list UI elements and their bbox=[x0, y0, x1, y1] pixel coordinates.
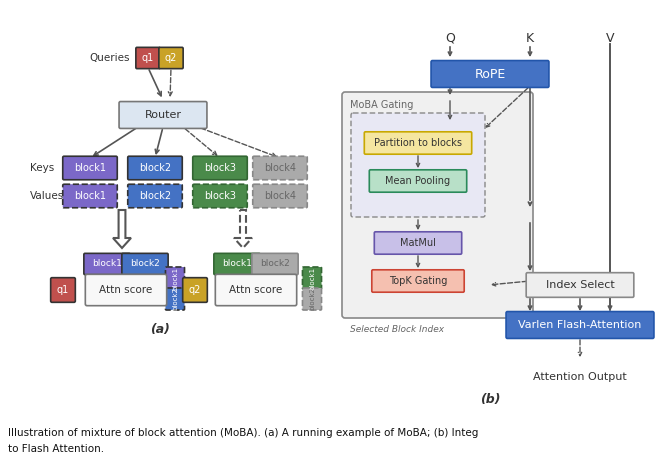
FancyBboxPatch shape bbox=[128, 184, 182, 208]
Text: q2: q2 bbox=[189, 285, 201, 295]
FancyBboxPatch shape bbox=[193, 184, 248, 208]
Text: Q: Q bbox=[445, 31, 455, 45]
FancyBboxPatch shape bbox=[122, 253, 168, 274]
FancyBboxPatch shape bbox=[119, 102, 207, 128]
Text: block1: block1 bbox=[92, 259, 122, 268]
Polygon shape bbox=[113, 210, 131, 248]
Text: Mean Pooling: Mean Pooling bbox=[385, 176, 451, 186]
FancyBboxPatch shape bbox=[372, 270, 464, 292]
FancyBboxPatch shape bbox=[374, 232, 462, 254]
Text: block1: block1 bbox=[74, 191, 106, 201]
FancyBboxPatch shape bbox=[351, 113, 485, 217]
Text: block1: block1 bbox=[74, 163, 106, 173]
Text: TopK Gating: TopK Gating bbox=[389, 276, 447, 286]
Text: K: K bbox=[526, 31, 534, 45]
Text: Illustration of mixture of block attention (MoBA). (a) A running example of MoBA: Illustration of mixture of block attenti… bbox=[8, 428, 478, 438]
FancyBboxPatch shape bbox=[85, 274, 167, 306]
FancyBboxPatch shape bbox=[166, 267, 185, 289]
FancyBboxPatch shape bbox=[364, 132, 472, 154]
Text: block2: block2 bbox=[260, 259, 290, 268]
Text: block2: block2 bbox=[172, 288, 178, 311]
Text: block4: block4 bbox=[264, 191, 296, 201]
Polygon shape bbox=[234, 210, 252, 248]
Text: block3: block3 bbox=[204, 163, 236, 173]
FancyBboxPatch shape bbox=[51, 278, 75, 302]
FancyBboxPatch shape bbox=[84, 253, 130, 274]
Text: block4: block4 bbox=[264, 163, 296, 173]
Text: q2: q2 bbox=[165, 53, 177, 63]
FancyBboxPatch shape bbox=[526, 273, 634, 298]
Text: V: V bbox=[606, 31, 614, 45]
Text: to Flash Attention.: to Flash Attention. bbox=[8, 444, 104, 454]
Text: Keys: Keys bbox=[30, 163, 54, 173]
Text: block2: block2 bbox=[139, 163, 171, 173]
FancyBboxPatch shape bbox=[342, 92, 533, 318]
FancyBboxPatch shape bbox=[431, 61, 549, 87]
FancyBboxPatch shape bbox=[166, 288, 185, 310]
FancyBboxPatch shape bbox=[128, 156, 182, 180]
Text: block1: block1 bbox=[222, 259, 252, 268]
Text: MoBA Gating: MoBA Gating bbox=[350, 100, 413, 110]
FancyBboxPatch shape bbox=[302, 288, 321, 310]
Text: Router: Router bbox=[145, 110, 182, 120]
Text: (a): (a) bbox=[150, 323, 170, 337]
FancyBboxPatch shape bbox=[214, 253, 260, 274]
Text: block3: block3 bbox=[204, 191, 236, 201]
FancyBboxPatch shape bbox=[506, 312, 654, 338]
Text: block2: block2 bbox=[139, 191, 171, 201]
FancyBboxPatch shape bbox=[193, 156, 248, 180]
Text: RoPE: RoPE bbox=[475, 68, 506, 80]
FancyBboxPatch shape bbox=[159, 47, 183, 69]
FancyBboxPatch shape bbox=[183, 278, 207, 302]
Text: Index Select: Index Select bbox=[546, 280, 614, 290]
Text: block1: block1 bbox=[172, 266, 178, 290]
FancyBboxPatch shape bbox=[252, 253, 298, 274]
Text: block1: block1 bbox=[309, 266, 315, 290]
FancyBboxPatch shape bbox=[63, 156, 117, 180]
Text: q1: q1 bbox=[142, 53, 154, 63]
Text: Attn score: Attn score bbox=[230, 285, 282, 295]
Text: Values: Values bbox=[30, 191, 64, 201]
Text: Partition to blocks: Partition to blocks bbox=[374, 138, 462, 148]
Text: Queries: Queries bbox=[90, 53, 130, 63]
Text: Selected Block Index: Selected Block Index bbox=[350, 325, 444, 334]
Text: MatMul: MatMul bbox=[400, 238, 436, 248]
FancyBboxPatch shape bbox=[63, 184, 117, 208]
FancyBboxPatch shape bbox=[253, 156, 308, 180]
FancyBboxPatch shape bbox=[302, 267, 321, 289]
FancyBboxPatch shape bbox=[253, 184, 308, 208]
Text: (b): (b) bbox=[480, 393, 500, 407]
FancyBboxPatch shape bbox=[370, 170, 467, 192]
FancyBboxPatch shape bbox=[215, 274, 297, 306]
Text: Varlen Flash-Attention: Varlen Flash-Attention bbox=[518, 320, 642, 330]
Text: q1: q1 bbox=[57, 285, 69, 295]
Text: block2: block2 bbox=[130, 259, 160, 268]
Text: Attention Output: Attention Output bbox=[533, 372, 627, 382]
Text: Attn score: Attn score bbox=[100, 285, 152, 295]
FancyBboxPatch shape bbox=[136, 47, 160, 69]
Text: block2: block2 bbox=[309, 288, 315, 311]
